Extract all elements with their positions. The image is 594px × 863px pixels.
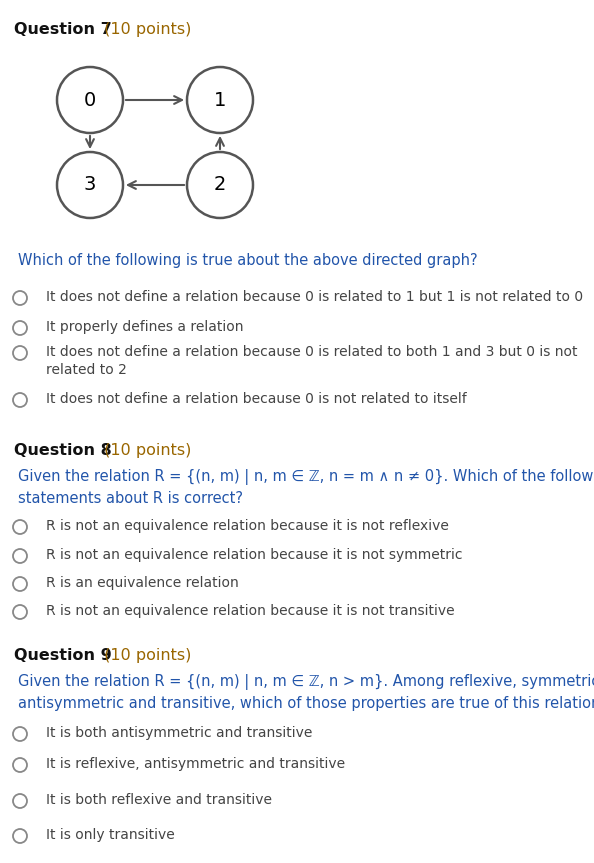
Text: It properly defines a relation: It properly defines a relation <box>46 320 244 334</box>
Text: 0: 0 <box>84 91 96 110</box>
Text: (10 points): (10 points) <box>99 22 191 37</box>
Text: It does not define a relation because 0 is not related to itself: It does not define a relation because 0 … <box>46 392 467 406</box>
Text: It does not define a relation because 0 is related to 1 but 1 is not related to : It does not define a relation because 0 … <box>46 290 583 304</box>
Text: It does not define a relation because 0 is related to both 1 and 3 but 0 is not
: It does not define a relation because 0 … <box>46 345 577 377</box>
Text: Question 7: Question 7 <box>14 22 112 37</box>
Text: 3: 3 <box>84 175 96 194</box>
Text: Given the relation R = {(n, m) | n, m ∈ ℤ, n = m ∧ n ≠ 0}. Which of the followin: Given the relation R = {(n, m) | n, m ∈ … <box>18 469 594 506</box>
Text: Which of the following is true about the above directed graph?: Which of the following is true about the… <box>18 253 478 268</box>
Text: Given the relation R = {(n, m) | n, m ∈ ℤ, n > m}. Among reflexive, symmetric,
a: Given the relation R = {(n, m) | n, m ∈ … <box>18 674 594 711</box>
Text: Question 8: Question 8 <box>14 443 112 458</box>
Text: (10 points): (10 points) <box>99 443 191 458</box>
Text: (10 points): (10 points) <box>99 648 191 663</box>
Text: It is reflexive, antisymmetric and transitive: It is reflexive, antisymmetric and trans… <box>46 757 345 771</box>
Text: It is both reflexive and transitive: It is both reflexive and transitive <box>46 793 272 807</box>
Text: R is an equivalence relation: R is an equivalence relation <box>46 576 239 590</box>
Text: R is not an equivalence relation because it is not transitive: R is not an equivalence relation because… <box>46 604 454 618</box>
Text: 1: 1 <box>214 91 226 110</box>
Text: It is only transitive: It is only transitive <box>46 828 175 842</box>
Text: It is both antisymmetric and transitive: It is both antisymmetric and transitive <box>46 726 312 740</box>
Text: R is not an equivalence relation because it is not symmetric: R is not an equivalence relation because… <box>46 548 463 562</box>
Text: 2: 2 <box>214 175 226 194</box>
Text: Question 9: Question 9 <box>14 648 112 663</box>
Text: R is not an equivalence relation because it is not reflexive: R is not an equivalence relation because… <box>46 519 449 533</box>
